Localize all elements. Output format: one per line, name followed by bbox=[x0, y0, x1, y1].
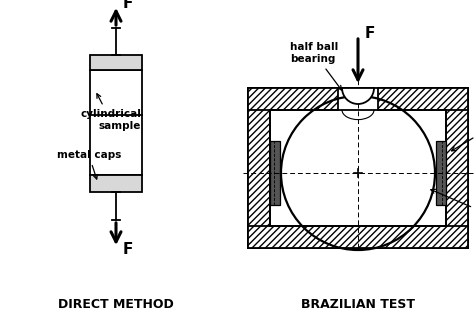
Polygon shape bbox=[248, 226, 468, 248]
Text: F: F bbox=[123, 0, 133, 10]
Polygon shape bbox=[90, 55, 142, 70]
Polygon shape bbox=[90, 175, 142, 192]
Text: disc
sample: disc sample bbox=[431, 189, 474, 229]
Text: F: F bbox=[123, 242, 133, 258]
Text: BRAZILIAN TEST: BRAZILIAN TEST bbox=[301, 299, 415, 312]
Text: metal caps: metal caps bbox=[56, 150, 121, 179]
Text: curved
jaws: curved jaws bbox=[452, 112, 474, 151]
Polygon shape bbox=[446, 88, 468, 248]
Wedge shape bbox=[342, 88, 374, 104]
Text: cylindrical
sample: cylindrical sample bbox=[80, 94, 141, 131]
Polygon shape bbox=[270, 141, 280, 205]
Text: DIRECT METHOD: DIRECT METHOD bbox=[58, 299, 174, 312]
Text: half ball
bearing: half ball bearing bbox=[290, 42, 341, 90]
Polygon shape bbox=[248, 88, 338, 110]
Polygon shape bbox=[248, 88, 270, 248]
Polygon shape bbox=[378, 88, 468, 110]
Polygon shape bbox=[248, 88, 468, 248]
Polygon shape bbox=[90, 70, 142, 175]
Text: F: F bbox=[365, 27, 375, 41]
Polygon shape bbox=[436, 141, 446, 205]
